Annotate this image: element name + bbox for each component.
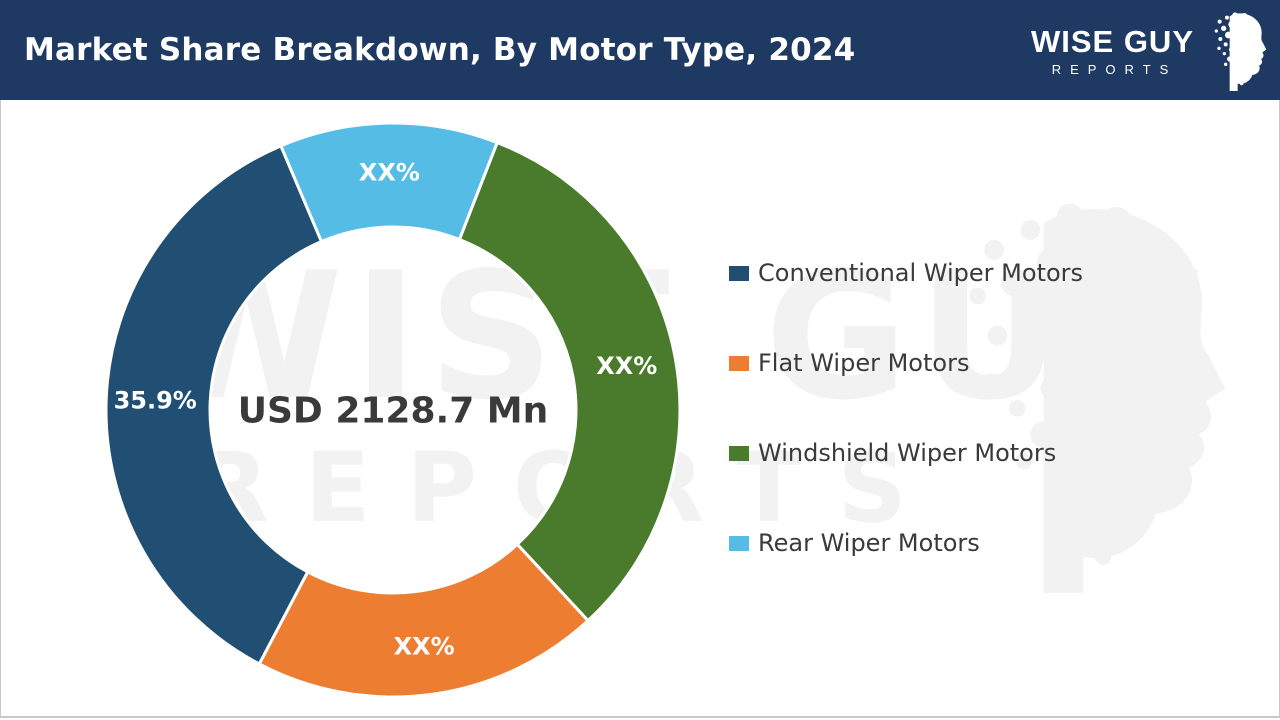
legend-item-flat-wiper-motors: Flat Wiper Motors xyxy=(729,348,969,378)
donut-slice-0 xyxy=(104,144,323,666)
logo-text: WISE GUY REPORTS xyxy=(1030,24,1194,78)
header-bar: Market Share Breakdown, By Motor Type, 2… xyxy=(0,0,1280,100)
legend-swatch-rear xyxy=(729,535,749,551)
donut-slice-1 xyxy=(257,542,590,699)
legend-item-windshield-wiper-motors: Windshield Wiper Motors xyxy=(729,438,1056,468)
donut-slice-3 xyxy=(279,121,499,244)
donut-slice-labels: 35.9% XX% XX% XX% xyxy=(114,158,658,660)
legend-label: Flat Wiper Motors xyxy=(758,349,970,377)
donut-chart: 35.9% XX% XX% XX% USD 2128.7 Mn xyxy=(104,121,682,699)
logo-reports-label: REPORTS xyxy=(1051,62,1178,77)
slice-percent-label-2: XX% xyxy=(596,352,657,380)
page-title: Market Share Breakdown, By Motor Type, 2… xyxy=(24,32,856,68)
logo-face-icon xyxy=(1198,11,1272,91)
slice-percent-label-0: 35.9% xyxy=(114,387,197,415)
legend-item-conventional-wiper-motors: Conventional Wiper Motors xyxy=(729,258,1083,288)
wiseguy-logo: WISE GUY REPORTS xyxy=(1031,8,1272,94)
logo-wiseguy-label: WISE GUY xyxy=(1030,24,1194,59)
donut-slices xyxy=(104,121,682,699)
legend-swatch-conventional xyxy=(729,265,749,281)
legend-swatch-flat xyxy=(729,355,749,371)
slice-percent-label-1: XX% xyxy=(394,632,455,660)
legend-label: Conventional Wiper Motors xyxy=(758,259,1084,287)
legend-swatch-windshield xyxy=(729,445,749,461)
slice-percent-label-3: XX% xyxy=(359,158,420,186)
watermark-face-logo xyxy=(905,115,1235,675)
legend-label: Rear Wiper Motors xyxy=(758,529,980,557)
legend-item-rear-wiper-motors: Rear Wiper Motors xyxy=(729,528,980,558)
legend-label: Windshield Wiper Motors xyxy=(758,439,1057,467)
chart-center-value: USD 2128.7 Mn xyxy=(238,391,548,432)
donut-slice-2 xyxy=(457,141,682,623)
